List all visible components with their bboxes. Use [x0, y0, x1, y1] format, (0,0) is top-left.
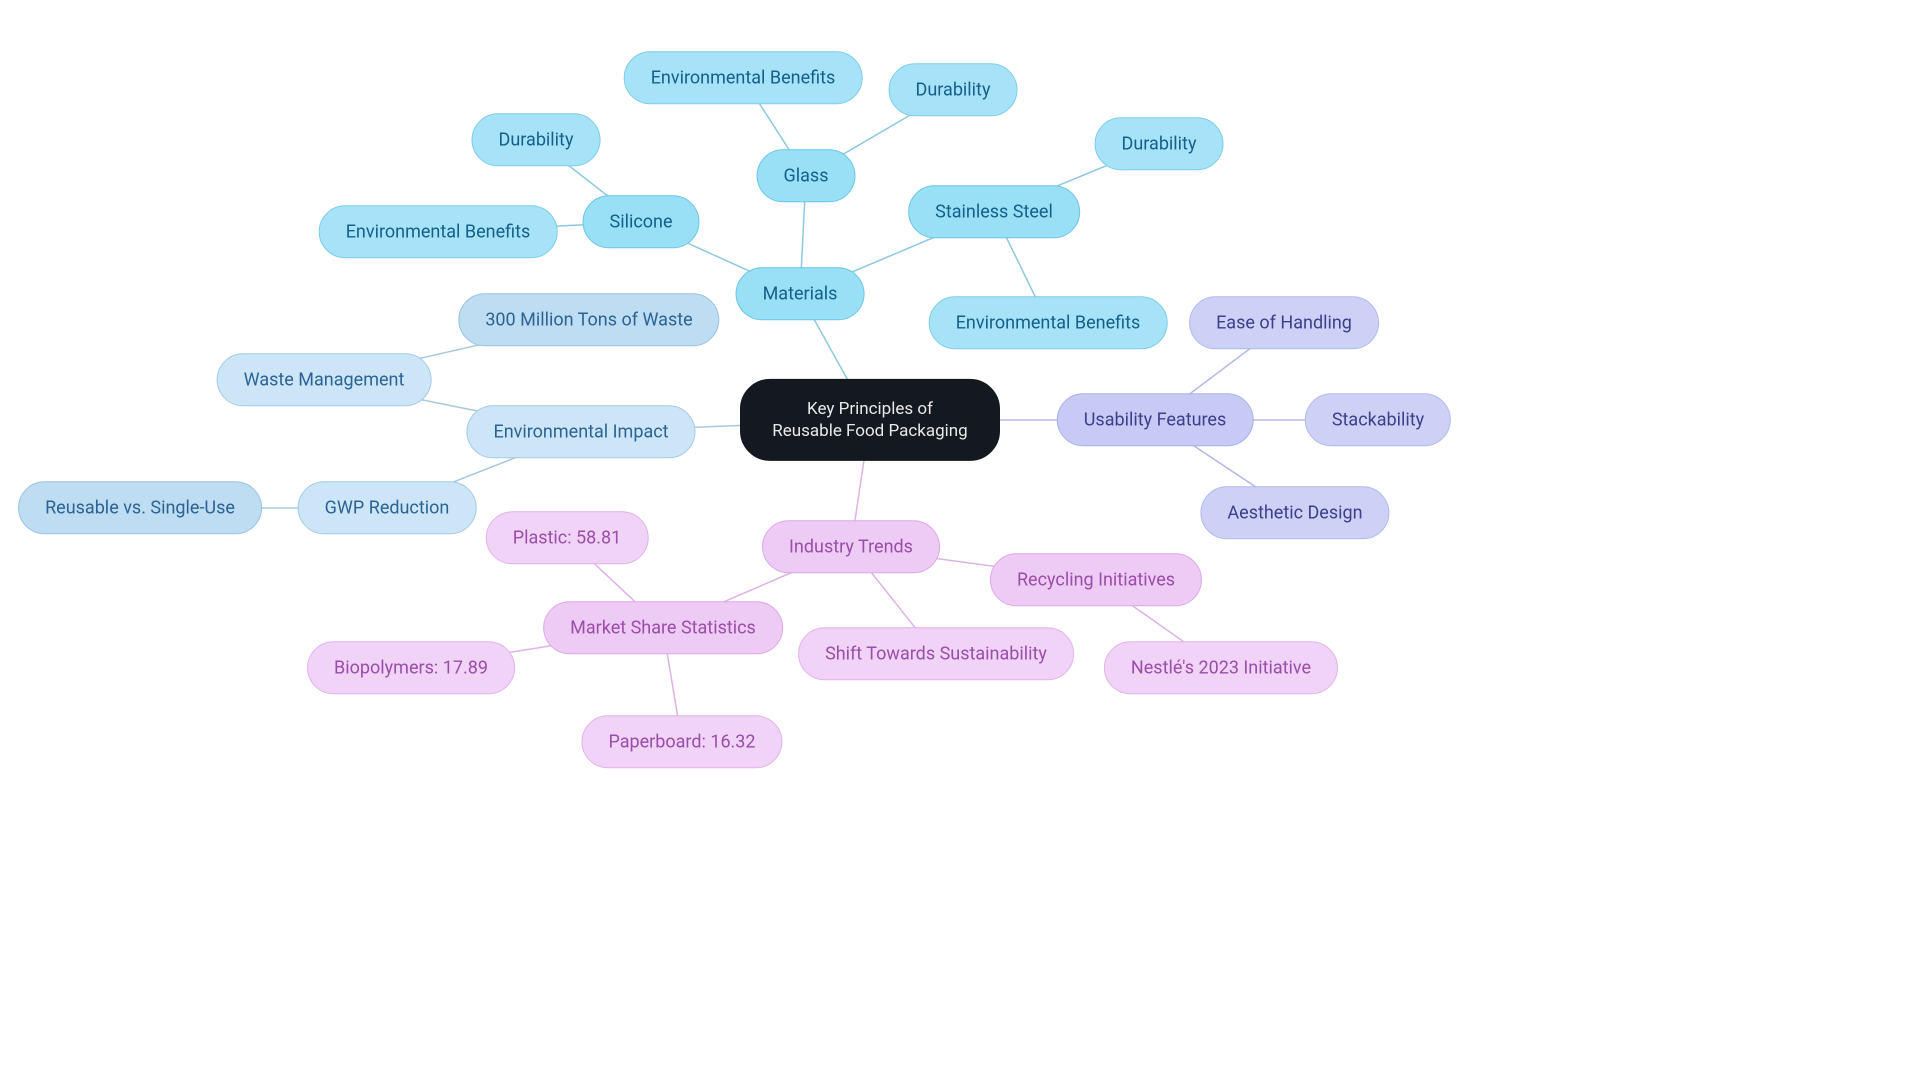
node-nestle: Nestlé's 2023 Initiative	[1104, 641, 1338, 694]
node-glass: Glass	[756, 149, 855, 202]
edge-layer	[0, 0, 1920, 1083]
node-aesthetic: Aesthetic Design	[1200, 486, 1389, 539]
node-stainless_dur: Durability	[1095, 117, 1224, 170]
node-center: Key Principles of Reusable Food Packagin…	[740, 379, 1000, 461]
node-waste_300: 300 Million Tons of Waste	[458, 293, 719, 346]
node-reusable_vs: Reusable vs. Single-Use	[18, 481, 262, 534]
node-envimpact: Environmental Impact	[466, 405, 695, 458]
node-recycling: Recycling Initiatives	[990, 553, 1202, 606]
node-gwp: GWP Reduction	[298, 481, 477, 534]
node-sustainability: Shift Towards Sustainability	[798, 627, 1074, 680]
node-handling: Ease of Handling	[1189, 296, 1379, 349]
node-stainless: Stainless Steel	[908, 185, 1080, 238]
node-usability: Usability Features	[1057, 393, 1254, 446]
node-industry: Industry Trends	[762, 520, 940, 573]
node-silicone_dur: Durability	[472, 113, 601, 166]
node-silicone: Silicone	[583, 195, 700, 248]
node-silicone_env: Environmental Benefits	[319, 205, 558, 258]
node-biopolymers: Biopolymers: 17.89	[307, 641, 515, 694]
node-stackability: Stackability	[1305, 393, 1451, 446]
node-materials: Materials	[736, 267, 865, 320]
node-glass_dur: Durability	[889, 63, 1018, 116]
node-marketshare: Market Share Statistics	[543, 601, 783, 654]
node-plastic: Plastic: 58.81	[486, 511, 649, 564]
node-waste: Waste Management	[217, 353, 432, 406]
node-glass_env: Environmental Benefits	[624, 51, 863, 104]
node-stainless_env: Environmental Benefits	[929, 296, 1168, 349]
node-paperboard: Paperboard: 16.32	[581, 715, 782, 768]
